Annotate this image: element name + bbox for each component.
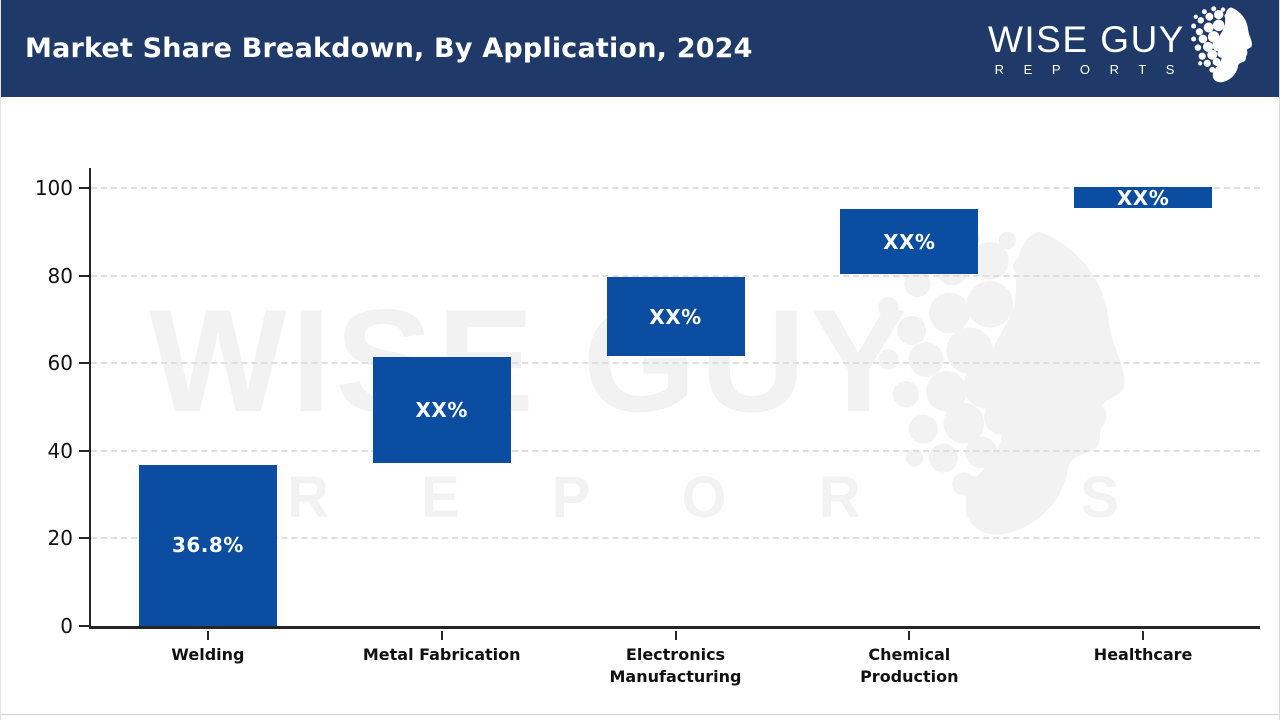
y-tick-mark <box>79 274 89 277</box>
x-tick-mark <box>908 631 911 640</box>
header-bar: Market Share Breakdown, By Application, … <box>1 0 1279 97</box>
brand-subtitle: R E P O R T S <box>994 61 1183 77</box>
y-tick-mark <box>79 187 89 190</box>
y-tick-label: 100 <box>34 176 73 201</box>
y-tick-mark <box>79 537 89 540</box>
brand-logo-text: WISE GUY R E P O R T S <box>988 21 1185 77</box>
bar-value-label: XX% <box>1116 185 1170 210</box>
gridline-60 <box>91 362 1260 365</box>
gridline-40 <box>91 449 1260 452</box>
bar-welding: 36.8% <box>138 464 277 626</box>
watermark-line1: WISE GUY <box>149 279 912 442</box>
x-category-label: Healthcare <box>1093 645 1193 664</box>
bar-healthcare: XX% <box>1074 185 1213 210</box>
page-title: Market Share Breakdown, By Application, … <box>25 33 753 64</box>
y-tick-label: 0 <box>60 614 73 638</box>
x-category-label: Metal Fabrication <box>362 645 521 664</box>
wiseguy-head-icon <box>1181 6 1255 92</box>
x-tick-mark <box>206 631 209 640</box>
bottom-divider <box>1 714 1279 715</box>
y-tick-label: 60 <box>47 351 73 376</box>
gridline-20 <box>91 537 1260 540</box>
y-tick-label: 20 <box>47 526 73 551</box>
x-category-label: Welding <box>171 645 245 664</box>
brand-name: WISE GUY <box>987 18 1185 60</box>
bar-metal-fabrication: XX% <box>372 356 511 464</box>
x-category-label: Electronics Manufacturing <box>609 645 742 686</box>
y-tick-mark <box>79 362 89 365</box>
y-tick-mark <box>79 625 89 627</box>
brand-logo: WISE GUY R E P O R T S <box>988 6 1255 92</box>
bar-value-label: XX% <box>415 397 468 422</box>
bar-value-label: 36.8% <box>171 533 244 558</box>
gridline-80 <box>91 274 1260 277</box>
y-tick-label: 80 <box>47 263 73 288</box>
y-tick-mark <box>79 449 89 452</box>
x-tick-mark <box>440 631 443 640</box>
bar-value-label: XX% <box>649 304 702 329</box>
x-category-label: Chemical Production <box>860 645 959 686</box>
y-tick-label: 40 <box>47 438 73 463</box>
bar-chemical-production: XX% <box>840 209 979 275</box>
x-tick-mark <box>674 631 677 640</box>
gridline-100 <box>91 187 1260 190</box>
x-tick-mark <box>1142 631 1145 640</box>
bar-electronics-manufacturing: XX% <box>606 277 745 357</box>
plot-area: 0 20 40 60 80 100 36.8% Welding XX% Metal Fabrica… <box>35 168 1260 686</box>
bar-value-label: XX% <box>883 229 936 254</box>
